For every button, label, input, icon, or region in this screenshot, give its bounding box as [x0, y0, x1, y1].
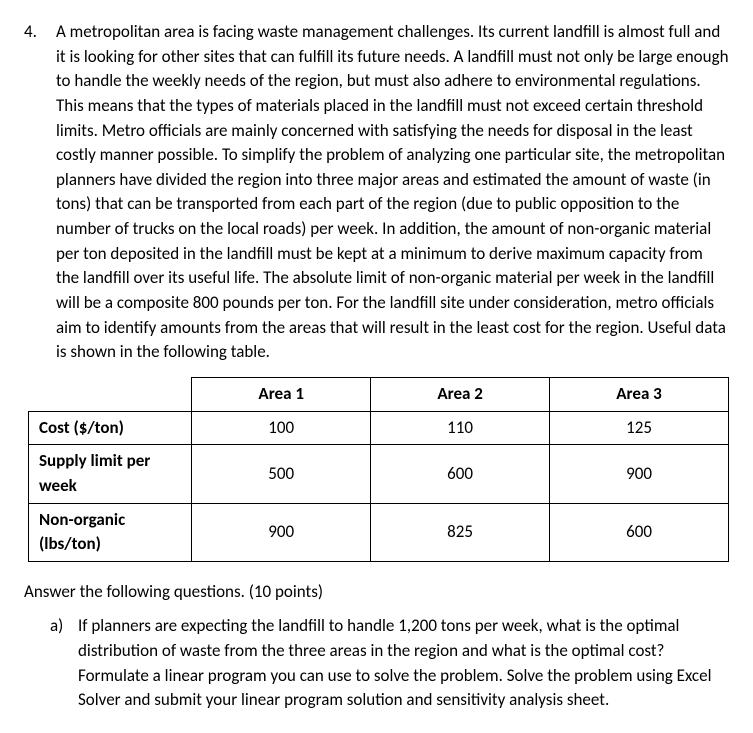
- table-cell: 125: [550, 411, 729, 445]
- table-cell: 825: [371, 503, 550, 561]
- table-row: Cost ($/ton) 100 110 125: [29, 411, 729, 445]
- data-table: Area 1 Area 2 Area 3 Cost ($/ton) 100 11…: [28, 377, 729, 562]
- row-label: Supply limit per week: [29, 445, 192, 503]
- table-cell: 500: [192, 445, 371, 503]
- row-label: Non-organic (lbs/ton): [29, 503, 192, 561]
- subq-letter: a): [50, 614, 68, 713]
- table-row: Supply limit per week 500 600 900: [29, 445, 729, 503]
- table-cell: 600: [371, 445, 550, 503]
- col-header: Area 1: [192, 377, 371, 411]
- table-corner-blank: [29, 377, 192, 411]
- table-cell: 600: [550, 503, 729, 561]
- subq-text: If planners are expecting the landfill t…: [78, 614, 729, 713]
- table-cell: 100: [192, 411, 371, 445]
- table-row: Non-organic (lbs/ton) 900 825 600: [29, 503, 729, 561]
- table-cell: 900: [192, 503, 371, 561]
- table-cell: 110: [371, 411, 550, 445]
- table-header-row: Area 1 Area 2 Area 3: [29, 377, 729, 411]
- question-paragraph: A metropolitan area is facing waste mana…: [56, 20, 729, 365]
- sub-question-a: a) If planners are expecting the landfil…: [50, 614, 729, 713]
- row-label: Cost ($/ton): [29, 411, 192, 445]
- col-header: Area 2: [371, 377, 550, 411]
- question-body: A metropolitan area is facing waste mana…: [56, 20, 729, 574]
- table-cell: 900: [550, 445, 729, 503]
- data-table-wrap: Area 1 Area 2 Area 3 Cost ($/ton) 100 11…: [28, 377, 729, 562]
- question-block: 4. A metropolitan area is facing waste m…: [24, 20, 729, 574]
- col-header: Area 3: [550, 377, 729, 411]
- followup-instruction: Answer the following questions. (10 poin…: [24, 580, 729, 605]
